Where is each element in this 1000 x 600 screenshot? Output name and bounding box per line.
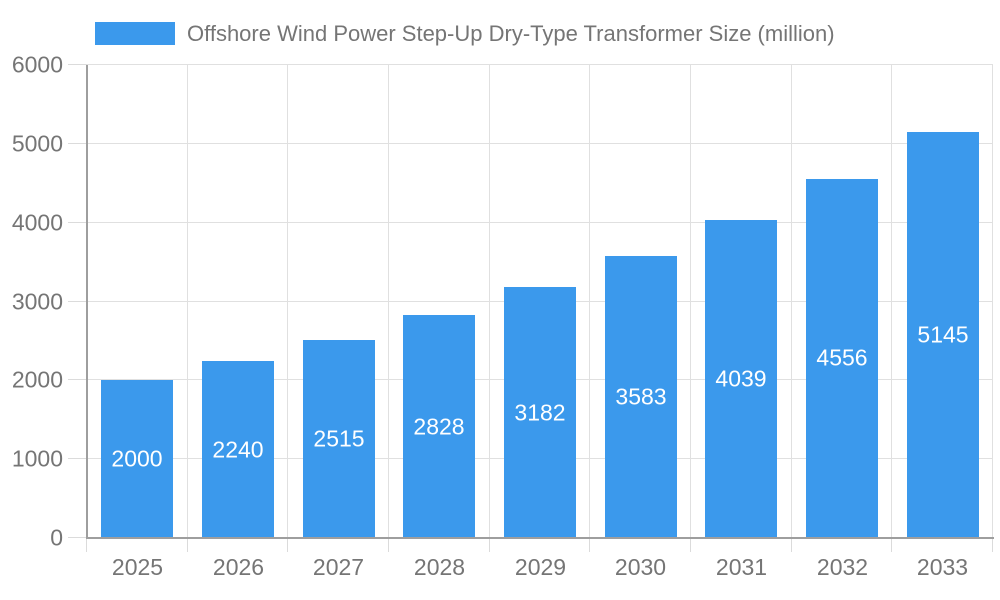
y-axis-tick-label: 2000 <box>11 366 63 393</box>
bar-value-label: 2515 <box>313 425 365 452</box>
x-tick-mark <box>992 538 993 552</box>
legend-item[interactable]: Offshore Wind Power Step-Up Dry-Type Tra… <box>95 20 835 46</box>
bar[interactable] <box>705 220 777 538</box>
x-axis-tick-label: 2030 <box>614 554 667 580</box>
x-axis-tick-label: 2031 <box>715 554 768 580</box>
bar[interactable] <box>403 315 475 538</box>
x-gridline <box>589 65 590 538</box>
x-tick-mark <box>388 538 389 552</box>
x-axis-line <box>86 537 994 539</box>
bar-value-label: 3583 <box>615 383 667 410</box>
y-tick-mark <box>68 221 87 223</box>
bar-value-label: 4556 <box>816 344 868 371</box>
y-gridline <box>87 64 993 65</box>
legend-color-swatch-icon <box>95 22 175 45</box>
y-axis-tick-label: 4000 <box>11 209 63 236</box>
bar[interactable] <box>202 361 274 538</box>
y-gridline <box>87 142 993 144</box>
y-axis-tick-label: 3000 <box>11 288 63 314</box>
x-tick-mark <box>489 538 490 552</box>
bar-value-label: 5145 <box>917 321 969 348</box>
x-tick-mark <box>287 538 288 552</box>
y-tick-mark <box>68 142 87 144</box>
bar[interactable] <box>303 340 375 538</box>
y-axis-line <box>86 65 88 538</box>
x-gridline <box>388 65 389 538</box>
bar-value-label: 2828 <box>413 413 465 440</box>
y-axis-tick-label: 6000 <box>11 51 63 78</box>
bar-value-label: 4039 <box>715 365 767 392</box>
x-axis-tick-label: 2026 <box>212 554 265 580</box>
y-axis-tick-label: 5000 <box>11 130 63 157</box>
x-gridline <box>489 65 490 538</box>
y-axis-tick-label: 0 <box>50 524 63 551</box>
x-tick-mark <box>891 538 892 552</box>
y-axis-tick-label: 1000 <box>11 445 63 472</box>
x-gridline <box>992 65 993 538</box>
bar[interactable] <box>504 287 576 538</box>
y-tick-mark <box>68 64 87 65</box>
bar[interactable] <box>806 179 878 538</box>
y-gridline <box>87 221 993 223</box>
y-tick-mark <box>68 379 87 381</box>
x-axis-tick-label: 2027 <box>312 554 365 580</box>
x-axis-tick-label: 2025 <box>111 554 164 580</box>
bar[interactable] <box>907 132 979 538</box>
x-tick-mark <box>86 538 87 552</box>
x-tick-mark <box>187 538 188 552</box>
legend-label: Offshore Wind Power Step-Up Dry-Type Tra… <box>187 20 835 46</box>
x-gridline <box>891 65 892 538</box>
x-axis-tick-label: 2029 <box>514 554 567 580</box>
bar[interactable] <box>605 256 677 538</box>
bar-value-label: 2240 <box>212 436 264 463</box>
y-tick-mark <box>68 300 87 302</box>
y-tick-mark <box>68 458 87 460</box>
y-tick-mark <box>68 537 87 538</box>
x-gridline <box>791 65 792 538</box>
x-tick-mark <box>589 538 590 552</box>
x-gridline <box>690 65 691 538</box>
x-tick-mark <box>791 538 792 552</box>
bar-value-label: 2000 <box>111 445 163 472</box>
x-tick-mark <box>690 538 691 552</box>
bar-value-label: 3182 <box>514 399 566 426</box>
x-gridline <box>187 65 188 538</box>
x-axis-tick-label: 2033 <box>916 554 969 580</box>
x-axis-tick-label: 2032 <box>816 554 869 580</box>
x-gridline <box>287 65 288 538</box>
x-axis-tick-label: 2028 <box>413 554 466 580</box>
bar[interactable] <box>101 380 173 538</box>
